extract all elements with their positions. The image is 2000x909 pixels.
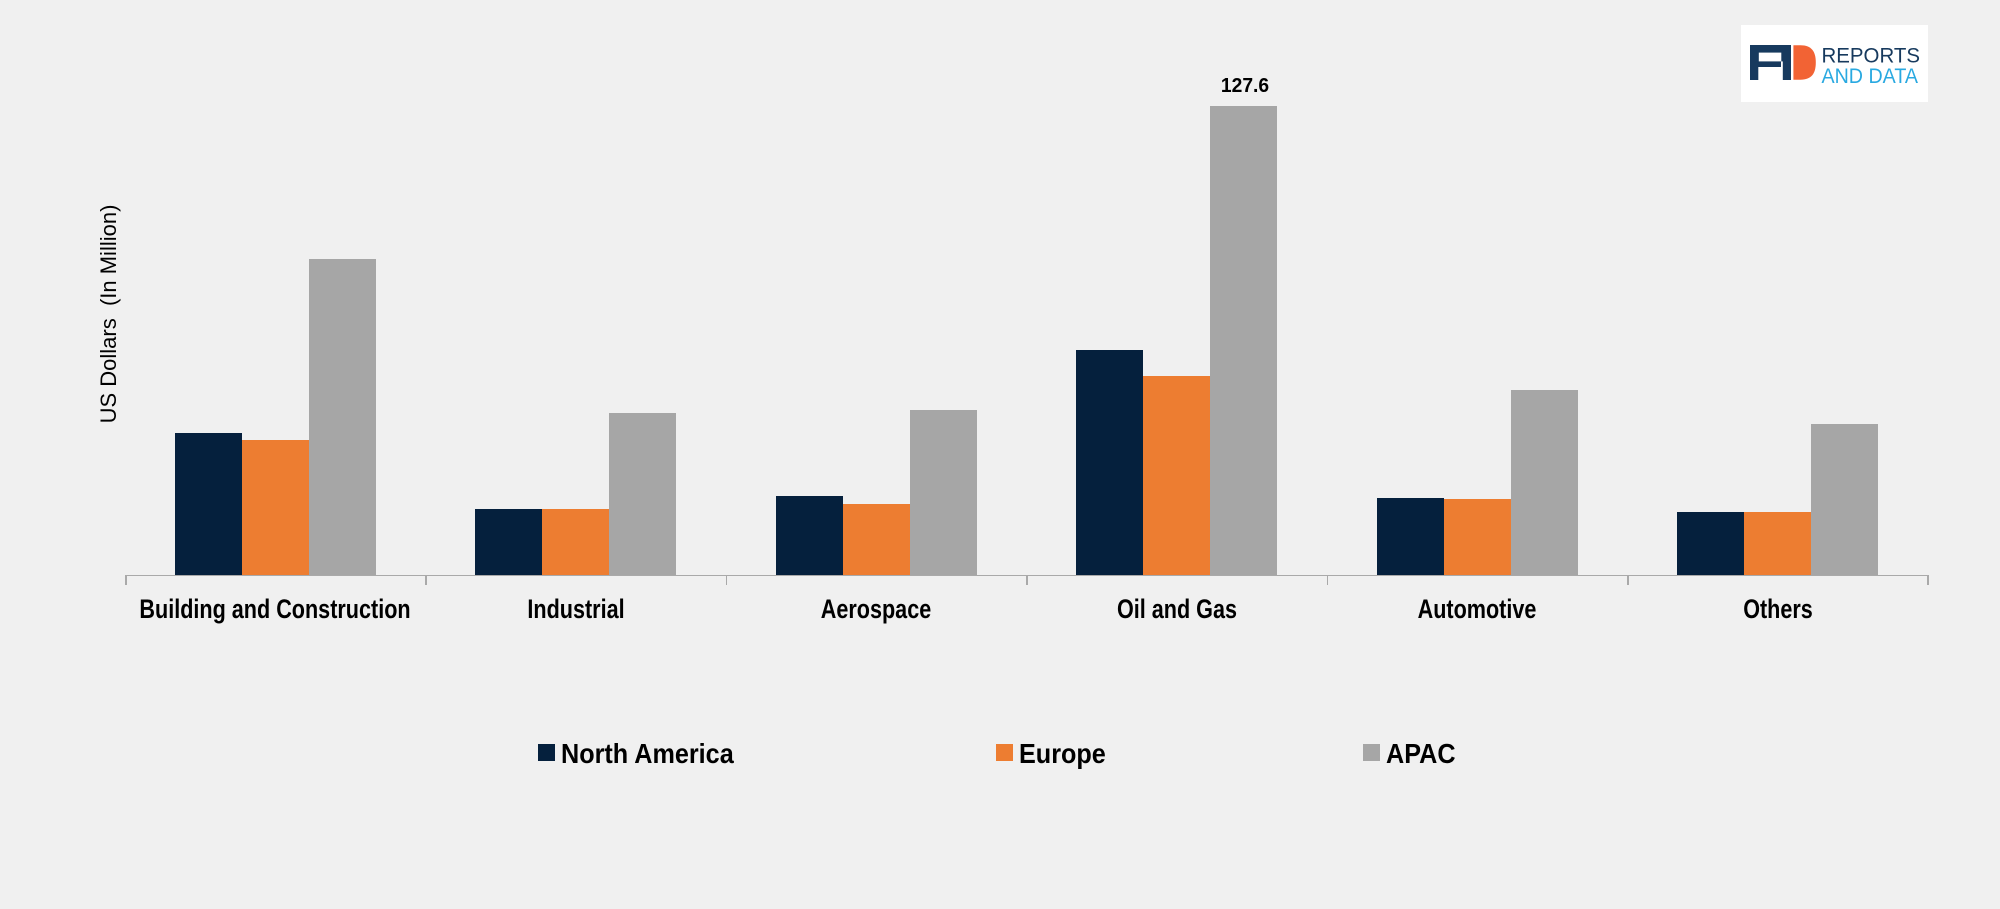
svg-text:AND DATA: AND DATA <box>1822 64 1919 88</box>
svg-text:REPORTS: REPORTS <box>1822 43 1921 67</box>
